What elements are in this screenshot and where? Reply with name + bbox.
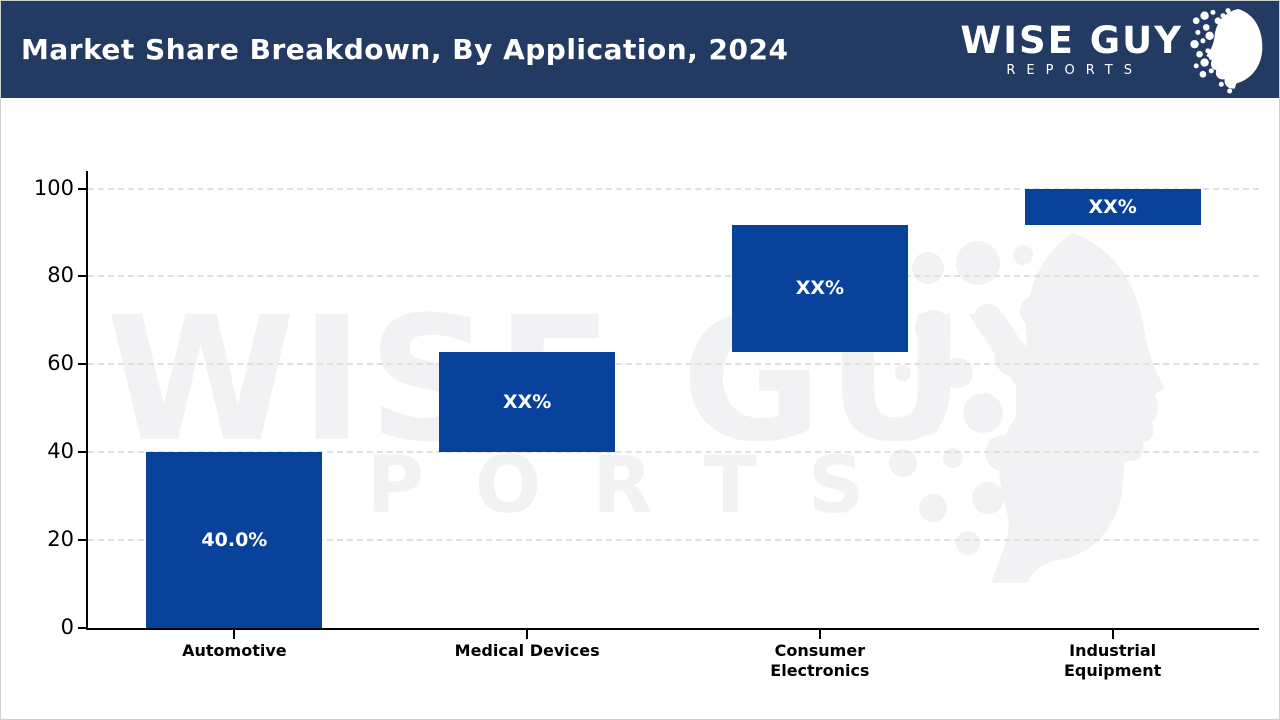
y-gridline xyxy=(88,275,1259,278)
y-axis-tick-label: 80 xyxy=(47,263,74,288)
y-axis-tick-label: 40 xyxy=(47,439,74,464)
y-gridline xyxy=(88,363,1259,366)
logo-wordmark: WISE GUY xyxy=(960,19,1183,62)
x-axis-category-label: Automotive xyxy=(182,641,287,660)
y-axis-tick-label: 100 xyxy=(33,175,74,200)
y-gridline xyxy=(88,187,1259,190)
y-axis-tick xyxy=(78,275,87,278)
x-axis-tick xyxy=(818,630,821,639)
x-axis-category-label: Medical Devices xyxy=(454,641,600,660)
logo-text: WISE GUY REPORTS xyxy=(960,22,1183,77)
x-axis-category-label: Consumer Electronics xyxy=(770,641,870,680)
y-axis-tick xyxy=(78,539,87,542)
logo-face-icon xyxy=(1190,7,1263,93)
bar-value-label: XX% xyxy=(502,390,552,413)
y-gridline xyxy=(88,539,1259,542)
bar-value-label: XX% xyxy=(795,277,845,300)
y-gridline xyxy=(88,451,1259,454)
y-axis-tick-label: 0 xyxy=(60,615,74,639)
x-axis-tick xyxy=(526,630,529,639)
bar-value-label: XX% xyxy=(1088,195,1137,218)
logo-subtitle: REPORTS xyxy=(1006,63,1143,78)
y-axis-tick xyxy=(78,363,87,366)
watermark-face-icon xyxy=(889,233,1165,583)
bar-segment-medical-devices: XX% xyxy=(439,351,616,453)
x-axis-category-label: Industrial Equipment xyxy=(1063,641,1162,680)
y-axis-tick xyxy=(78,187,87,190)
header-bar: Market Share Breakdown, By Application, … xyxy=(1,1,1279,98)
bar-segment-industrial-equipment: XX% xyxy=(1024,188,1201,225)
y-axis-tick-label: 20 xyxy=(47,527,74,552)
bar-segment-consumer-electronics: XX% xyxy=(731,224,908,352)
x-axis-line xyxy=(86,628,1259,630)
y-axis-tick-label: 60 xyxy=(47,351,74,376)
chart-title: Market Share Breakdown, By Application, … xyxy=(21,33,789,66)
x-axis-tick xyxy=(1111,630,1114,639)
y-axis-tick xyxy=(78,627,87,629)
y-axis-tick xyxy=(78,451,87,454)
x-axis-tick xyxy=(233,630,236,639)
bar-value-label: 40.0% xyxy=(201,529,268,552)
y-axis-line xyxy=(86,171,88,630)
wise-guy-reports-logo: WISE GUY REPORTS xyxy=(960,4,1271,96)
bar-segment-automotive: 40.0% xyxy=(146,452,323,628)
